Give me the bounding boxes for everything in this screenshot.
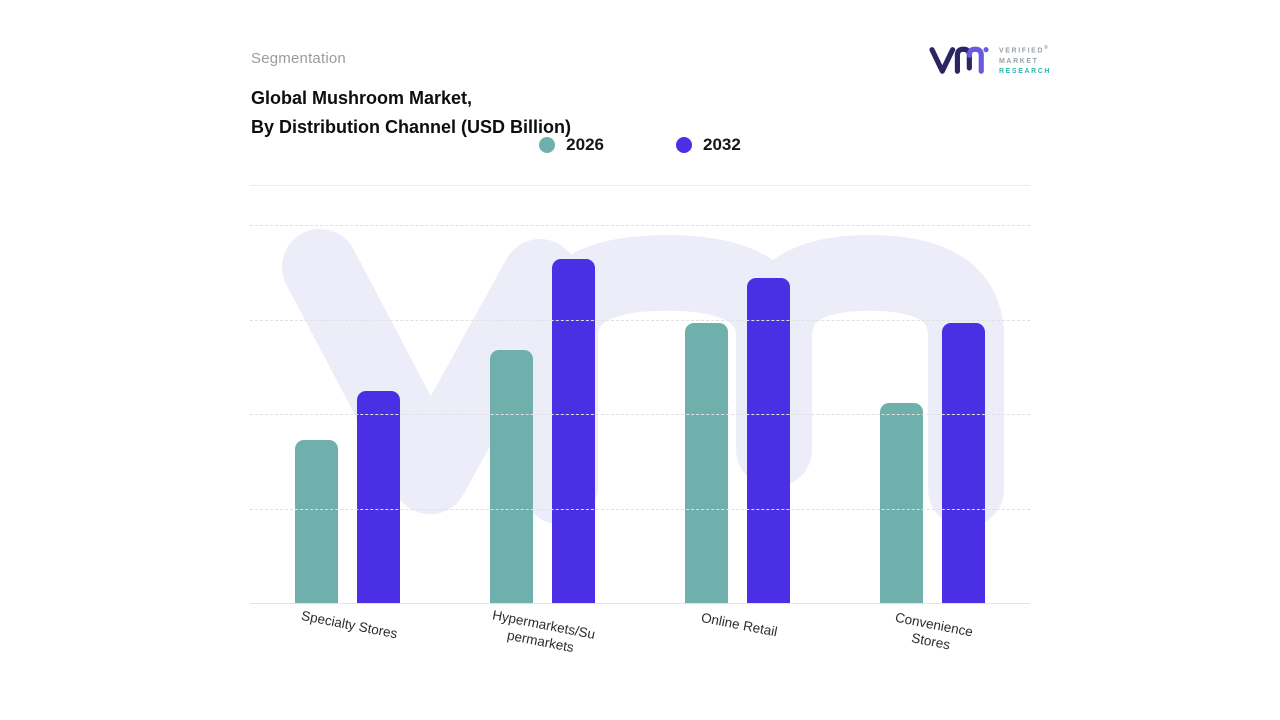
bar-group — [295, 225, 400, 603]
legend-dot-icon — [676, 137, 692, 153]
logo-dot-icon — [983, 47, 989, 53]
eyebrow-segmentation: Segmentation — [251, 50, 346, 67]
bar-2032 — [357, 391, 400, 603]
bar-2032 — [552, 259, 595, 603]
bar-2032 — [747, 277, 790, 603]
bar-group — [880, 225, 985, 603]
bar-2026 — [685, 323, 728, 603]
legend-dot-icon — [539, 137, 556, 153]
gridline — [250, 414, 1030, 415]
title-line-1: Global Mushroom Market, — [251, 88, 473, 108]
legend-label: 2032 — [703, 135, 741, 154]
x-label: Hypermarkets/Su permarkets — [491, 607, 597, 656]
bar-2032 — [942, 323, 985, 603]
logo-line-verified: VERIFIED® — [999, 45, 1048, 55]
logo-line-market: MARKET — [999, 57, 1039, 65]
bar-group — [685, 225, 790, 603]
bar-group — [490, 225, 595, 603]
x-labels: Specialty Stores Hypermarkets/Su permarket… — [250, 607, 1030, 656]
gridline — [250, 508, 1030, 510]
vmr-logo-text: VERIFIED® MARKET RESEARCH — [999, 43, 1051, 76]
bar-2026 — [490, 349, 533, 603]
header-divider — [250, 185, 1030, 186]
bar-groups — [250, 225, 1030, 603]
vmr-logo-mark-icon — [929, 46, 989, 74]
page-title: Global Mushroom Market, By Distribution … — [251, 84, 571, 142]
bar-2026 — [295, 440, 338, 603]
gridline — [250, 319, 1030, 321]
legend-item-2032: 2032 — [676, 135, 741, 155]
vmr-logo: VERIFIED® MARKET RESEARCH — [928, 40, 1051, 80]
x-label: Convenience Stores — [894, 609, 975, 653]
title-line-2: By Distribution Channel (USD Billion) — [251, 117, 571, 137]
gridline — [250, 225, 1030, 226]
plot-area — [250, 225, 1030, 604]
registered-mark: ® — [1044, 45, 1048, 52]
bar-2026 — [880, 402, 923, 603]
legend-item-2026: 2026 — [539, 135, 604, 155]
x-label: Online Retail — [699, 609, 779, 640]
legend: 2026 2032 — [250, 135, 1030, 155]
logo-line-research: RESEARCH — [999, 67, 1052, 75]
legend-label: 2026 — [566, 135, 604, 154]
x-label: Specialty Stores — [299, 607, 399, 642]
